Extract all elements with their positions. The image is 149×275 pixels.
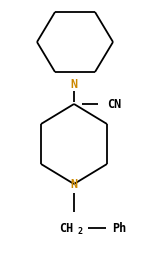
Text: CN: CN: [107, 98, 121, 111]
Text: N: N: [70, 178, 78, 191]
Text: 2: 2: [77, 227, 83, 235]
Text: N: N: [70, 78, 78, 90]
Text: CH: CH: [59, 221, 73, 235]
Text: Ph: Ph: [112, 221, 126, 235]
